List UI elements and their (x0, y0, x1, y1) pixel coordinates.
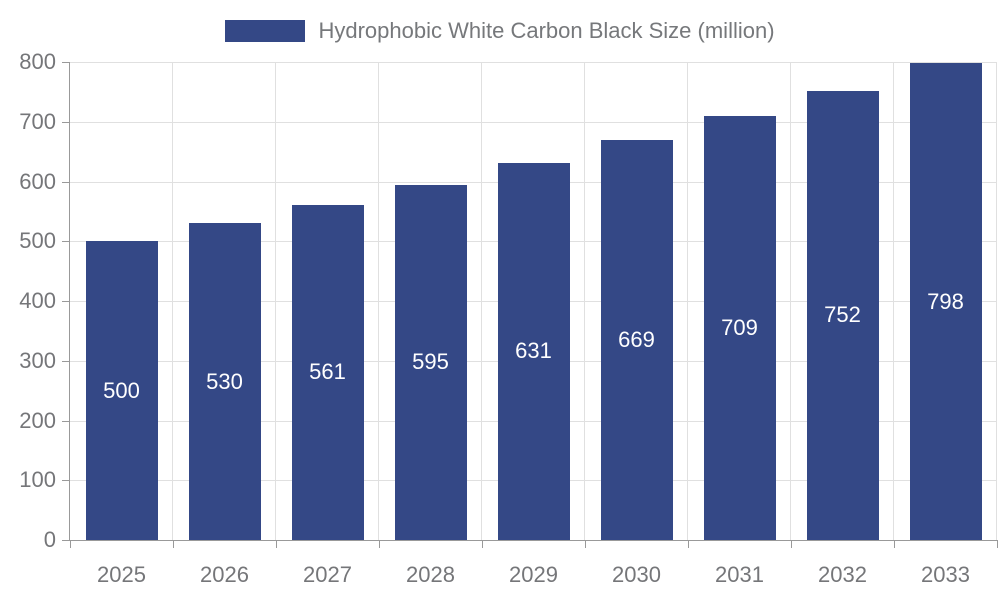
x-axis-labels: 2025 2026 2027 2028 2029 2030 2031 2032 2033 (70, 561, 997, 591)
gridline-horizontal (70, 121, 997, 123)
bar-value-label: 595 (412, 349, 449, 375)
x-tick-mark (791, 540, 792, 548)
gridline-horizontal (70, 62, 997, 63)
bar-value-label: 561 (309, 359, 346, 385)
gridline-vertical (996, 62, 997, 540)
gridline-vertical (378, 62, 379, 540)
x-tick-mark (894, 540, 895, 548)
y-tick-label: 500 (19, 228, 56, 254)
x-tick-mark (585, 540, 586, 548)
bar-value-label: 631 (515, 338, 552, 364)
bar-2031: 709 (703, 116, 776, 540)
y-tick-label: 200 (19, 407, 56, 433)
x-tick-label: 2031 (715, 562, 764, 587)
gridline-vertical (584, 62, 585, 540)
bar-value-label: 798 (927, 288, 964, 314)
x-tick-mark (997, 540, 998, 548)
gridline-vertical (172, 62, 173, 540)
plot-area: 500 530 561 595 631 669 709 752 798 (70, 62, 997, 540)
y-tick-label: 700 (19, 108, 56, 134)
y-tick-mark (62, 121, 70, 123)
y-tick-label: 800 (19, 49, 56, 74)
bar-value-label: 709 (721, 315, 758, 341)
x-tick-label: 2032 (818, 562, 867, 587)
x-tick-label: 2025 (97, 562, 146, 587)
legend-label: Hydrophobic White Carbon Black Size (mil… (318, 18, 775, 43)
bar-value-label: 669 (618, 327, 655, 353)
bar-2030: 669 (600, 140, 673, 540)
x-axis-line (70, 540, 998, 541)
y-axis-labels: 0 100 200 300 400 500 600 700 800 (0, 49, 56, 552)
y-tick-mark (62, 62, 70, 63)
y-tick-label: 300 (19, 347, 56, 373)
x-tick-mark (173, 540, 174, 548)
y-tick-mark (62, 181, 70, 183)
bar-2025: 500 (85, 241, 158, 540)
y-tick-label: 400 (19, 288, 56, 313)
y-tick-mark (62, 301, 70, 302)
x-tick-label: 2033 (921, 562, 970, 587)
x-tick-mark (379, 540, 380, 548)
bar-2026: 530 (188, 223, 261, 540)
x-tick-mark (688, 540, 689, 548)
gridline-vertical (275, 62, 276, 540)
gridline-vertical (687, 62, 688, 540)
y-tick-label: 600 (19, 168, 56, 194)
x-tick-label: 2029 (509, 562, 558, 587)
x-tick-label: 2028 (406, 562, 455, 587)
x-tick-label: 2026 (200, 562, 249, 587)
y-tick-mark (62, 241, 70, 243)
bar-2029: 631 (497, 162, 570, 540)
gridline-vertical (893, 62, 894, 540)
y-tick-label: 100 (19, 467, 56, 493)
bar-2032: 752 (806, 90, 879, 540)
y-tick-mark (62, 360, 70, 362)
x-tick-mark (482, 540, 483, 548)
x-tick-mark (70, 540, 71, 548)
y-tick-mark (62, 480, 70, 482)
y-tick-mark (62, 540, 70, 541)
gridline-vertical (790, 62, 791, 540)
bar-value-label: 752 (824, 302, 861, 328)
y-axis-line (69, 62, 70, 540)
legend[interactable]: Hydrophobic White Carbon Black Size (mil… (0, 14, 1000, 48)
y-tick-mark (62, 420, 70, 422)
bar-value-label: 500 (103, 377, 140, 403)
legend-swatch-icon (225, 20, 306, 42)
x-tick-label: 2027 (303, 562, 352, 587)
bar-2027: 561 (291, 204, 364, 540)
y-tick-label: 0 (43, 527, 56, 552)
bar-2028: 595 (394, 184, 467, 540)
x-tick-label: 2030 (612, 562, 661, 587)
bar-value-label: 530 (206, 368, 243, 394)
gridline-vertical (481, 62, 482, 540)
x-tick-mark (276, 540, 277, 548)
bar-2033: 798 (909, 63, 982, 540)
